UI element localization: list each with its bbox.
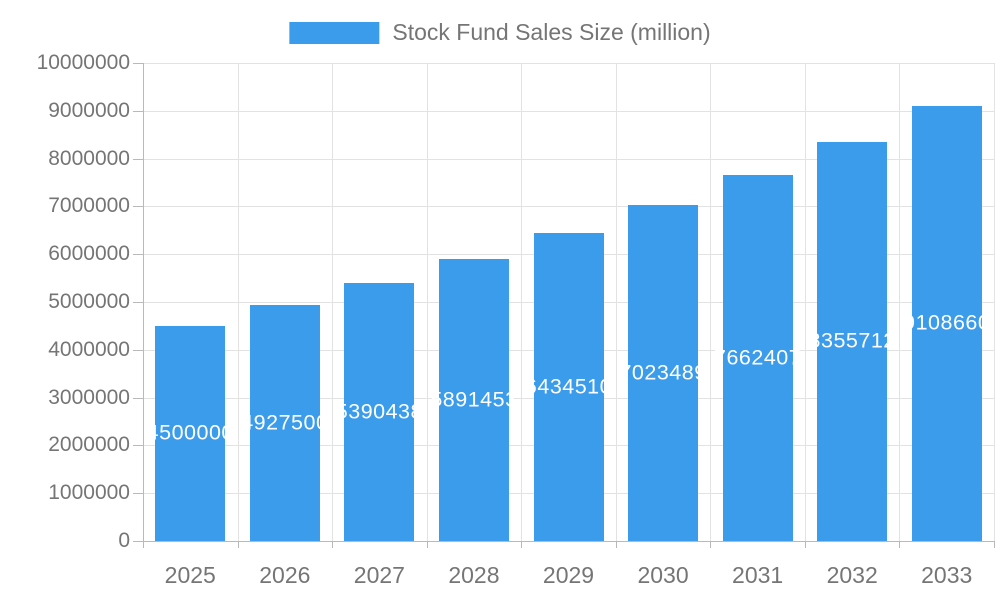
bar-2026[interactable] [249, 305, 320, 541]
y-axis-label: 8000000 [48, 146, 130, 170]
y-axis-tick [133, 397, 143, 399]
bar-value-label: 9108660 [903, 310, 991, 335]
x-axis-tick [994, 541, 995, 548]
x-axis-label: 2029 [542, 562, 595, 588]
y-axis-label: 0 [118, 529, 130, 552]
y-axis-label: 1000000 [48, 481, 130, 505]
bar-value-label: 5390438 [335, 399, 423, 424]
y-axis-tick [133, 158, 143, 160]
bar-value-label: 8355712 [808, 328, 896, 353]
y-axis-label: 4000000 [48, 337, 130, 361]
y-gridline [143, 63, 994, 64]
bar-value-label: 6434510 [524, 374, 613, 399]
x-axis-tick [899, 541, 901, 548]
bar-value-label: 4500000 [146, 420, 234, 445]
y-axis-tick [133, 254, 143, 256]
x-axis-tick [332, 541, 334, 548]
bar-2029[interactable] [533, 233, 604, 541]
x-axis-tick [521, 541, 523, 548]
x-axis-label: 2028 [448, 562, 500, 588]
bar-value-label: 5891453 [430, 387, 518, 412]
y-axis-tick [133, 445, 143, 447]
x-axis-tick [710, 541, 712, 548]
y-axis-label: 3000000 [48, 385, 130, 409]
y-axis-line [143, 63, 144, 541]
bar-2028[interactable] [438, 259, 509, 541]
x-gridline [994, 63, 995, 541]
x-axis-tick [143, 541, 144, 548]
y-axis-label: 5000000 [48, 290, 130, 313]
x-axis-label: 2027 [353, 562, 405, 588]
x-axis-tick [237, 541, 239, 548]
legend-swatch-icon[interactable] [289, 21, 380, 44]
bar-2033[interactable] [911, 105, 982, 541]
bar-value-label: 7662407 [714, 345, 802, 370]
y-axis-tick [133, 63, 143, 64]
x-axis-label: 2026 [259, 562, 311, 588]
x-axis-label: 2031 [732, 562, 784, 588]
x-axis-label: 2025 [164, 562, 216, 588]
x-gridline [426, 63, 428, 541]
x-axis-tick [804, 541, 806, 548]
x-gridline [521, 63, 523, 541]
bar-value-label: 7023489 [619, 360, 707, 385]
x-gridline [899, 63, 901, 541]
x-axis-tick [615, 541, 617, 548]
y-axis-tick [133, 110, 143, 112]
x-axis-label: 2032 [826, 562, 878, 588]
bar-2025[interactable] [155, 325, 226, 541]
y-axis-label: 2000000 [48, 433, 130, 457]
x-gridline [332, 63, 334, 541]
y-axis-label: 7000000 [48, 194, 130, 218]
y-axis-label: 6000000 [48, 242, 130, 266]
y-gridline [143, 110, 994, 112]
x-axis-label: 2030 [637, 562, 689, 588]
y-axis-label: 9000000 [48, 98, 130, 122]
chart-legend[interactable]: Stock Fund Sales Size (million) [289, 19, 711, 45]
x-gridline [237, 63, 239, 541]
y-axis-tick [133, 302, 143, 303]
y-axis-tick [133, 206, 143, 208]
x-axis-label: 2033 [921, 562, 973, 588]
y-axis-tick [133, 541, 143, 542]
legend-label[interactable]: Stock Fund Sales Size (million) [392, 19, 711, 45]
y-axis-tick [133, 493, 143, 495]
x-gridline [804, 63, 806, 541]
x-gridline [615, 63, 617, 541]
bar-2027[interactable] [344, 283, 415, 541]
y-axis-tick [133, 349, 143, 351]
x-axis-line [143, 541, 994, 542]
bar-2030[interactable] [628, 205, 699, 541]
bar-2032[interactable] [817, 141, 888, 541]
bar-value-label: 4927500 [241, 410, 329, 435]
y-gridline [143, 206, 994, 208]
y-gridline [143, 158, 994, 160]
y-axis-label: 10000000 [36, 51, 130, 74]
x-gridline [710, 63, 712, 541]
bar-2031[interactable] [722, 174, 793, 541]
x-axis-tick [426, 541, 428, 548]
